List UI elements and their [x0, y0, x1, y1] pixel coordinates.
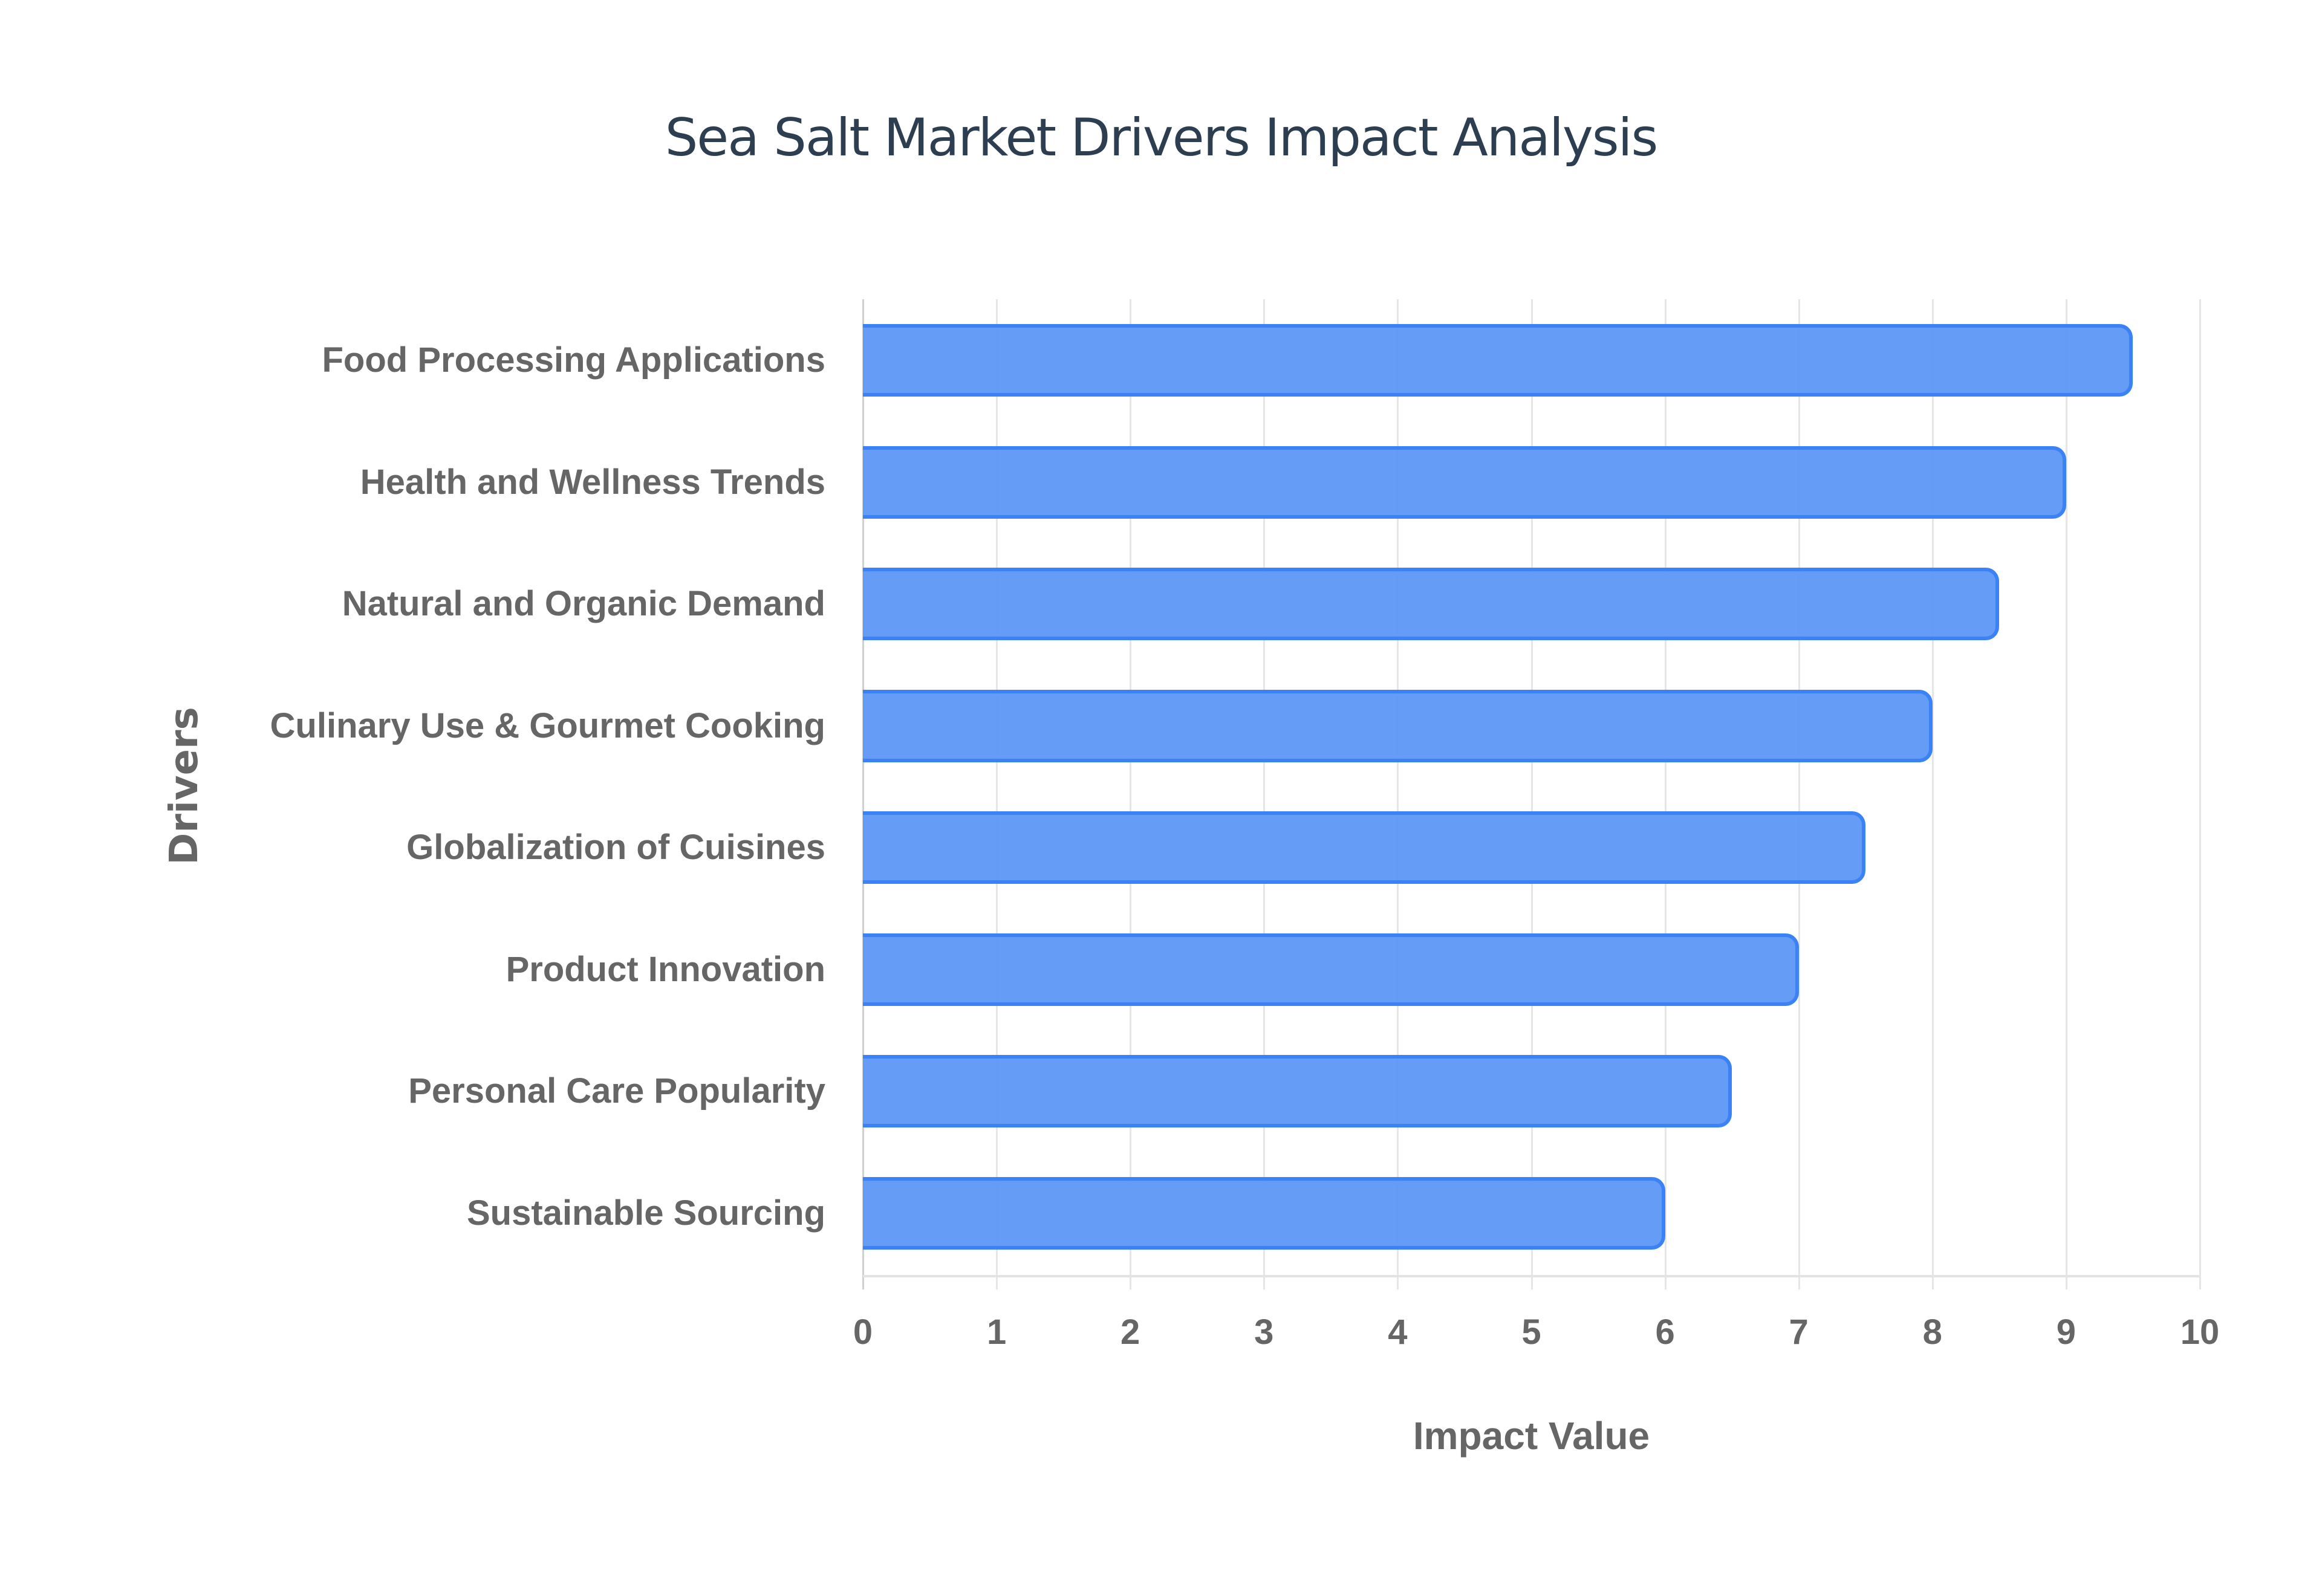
x-axis-line	[863, 1275, 2200, 1277]
category-label: Food Processing Applications	[322, 340, 825, 380]
gridline	[1530, 299, 1533, 1289]
gridline	[2199, 299, 2201, 1289]
x-tick-label: 3	[1254, 1312, 1274, 1352]
gridline	[1664, 299, 1667, 1289]
x-tick-label: 5	[1521, 1312, 1541, 1352]
plot-area	[862, 299, 2201, 1289]
category-label: Culinary Use & Gourmet Cooking	[270, 706, 825, 745]
category-label: Globalization of Cuisines	[406, 828, 825, 867]
bar[interactable]	[863, 324, 2133, 397]
bar[interactable]	[863, 1176, 1665, 1250]
gridline	[2065, 299, 2067, 1289]
gridline	[1397, 299, 1399, 1289]
x-tick-label: 9	[2056, 1312, 2076, 1352]
gridline	[1931, 299, 1934, 1289]
x-axis-title: Impact Value	[1413, 1414, 1650, 1458]
x-tick-label: 0	[853, 1312, 873, 1352]
category-label: Health and Wellness Trends	[360, 462, 825, 502]
category-label: Sustainable Sourcing	[467, 1193, 825, 1233]
x-tick-label: 8	[1922, 1312, 1942, 1352]
x-tick-label: 7	[1789, 1312, 1809, 1352]
category-label: Personal Care Popularity	[408, 1071, 825, 1111]
x-tick-label: 6	[1655, 1312, 1675, 1352]
bar[interactable]	[863, 1055, 1732, 1127]
bar[interactable]	[863, 811, 1866, 884]
gridline	[1798, 299, 1800, 1289]
gridline	[1263, 299, 1266, 1289]
category-label: Product Innovation	[506, 949, 825, 989]
bar[interactable]	[863, 689, 1933, 762]
bar[interactable]	[863, 446, 2066, 519]
gridline	[862, 299, 864, 1289]
bar[interactable]	[863, 933, 1799, 1006]
x-tick-label: 4	[1388, 1312, 1408, 1352]
bar[interactable]	[863, 568, 2000, 640]
gridline	[996, 299, 998, 1289]
x-tick-label: 10	[2180, 1312, 2220, 1352]
category-label: Natural and Organic Demand	[342, 584, 825, 623]
x-tick-label: 1	[986, 1312, 1007, 1352]
chart-title: Sea Salt Market Drivers Impact Analysis	[665, 108, 1659, 168]
gridline	[1130, 299, 1132, 1289]
x-tick-label: 2	[1120, 1312, 1140, 1352]
